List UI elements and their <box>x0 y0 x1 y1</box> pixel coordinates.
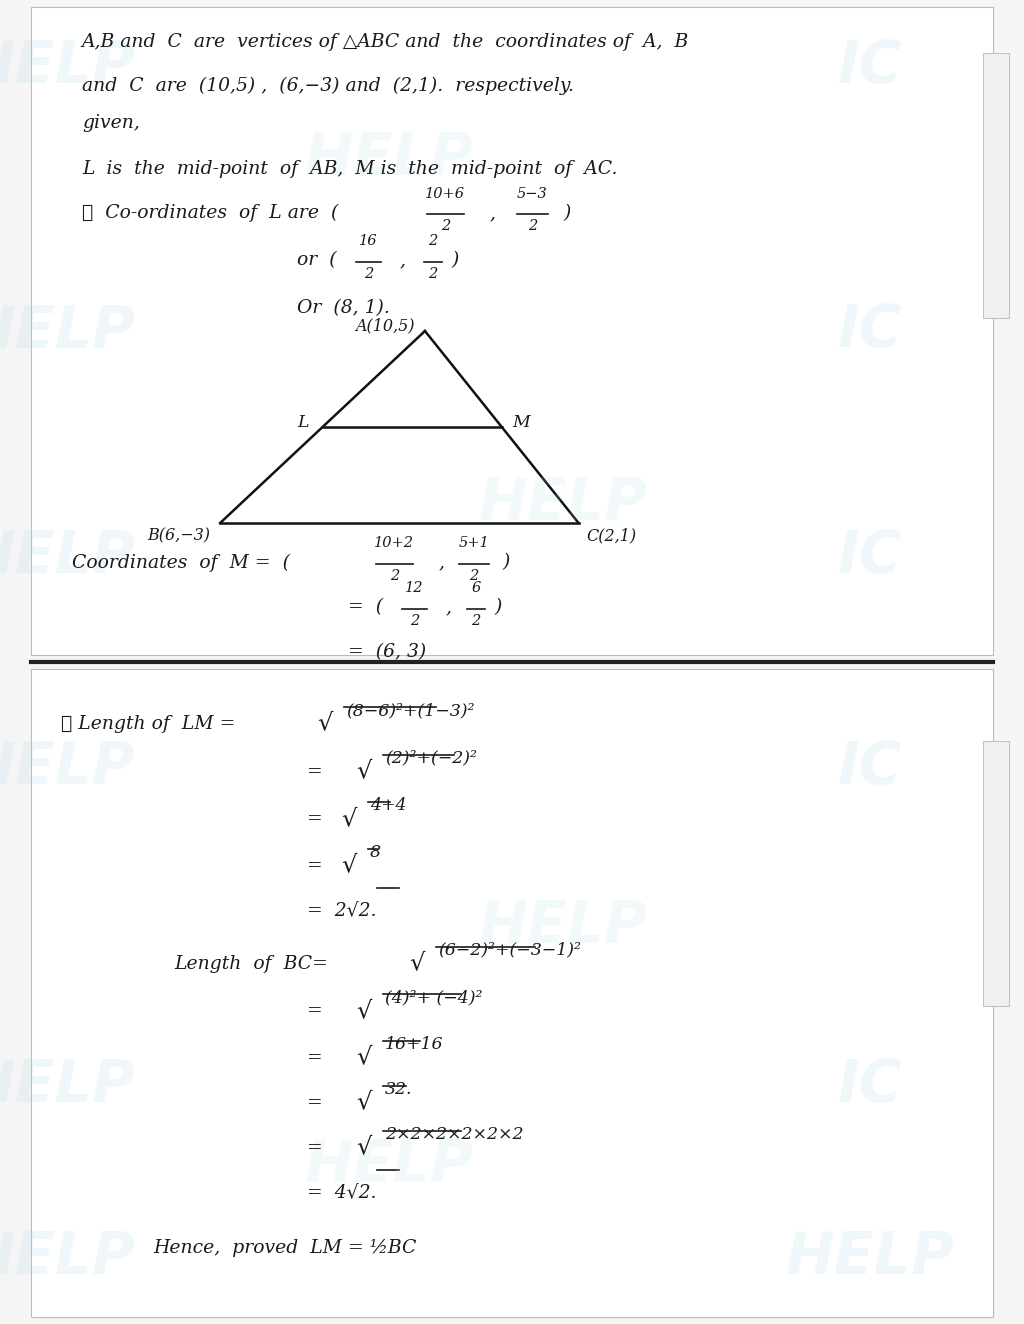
Text: 16: 16 <box>359 234 378 249</box>
Text: IC: IC <box>838 37 903 95</box>
Text: ): ) <box>503 553 510 572</box>
Text: or  (: or ( <box>297 252 337 270</box>
Text: √: √ <box>356 1135 372 1158</box>
Text: HELP: HELP <box>305 130 473 188</box>
Text: 16+16: 16+16 <box>385 1035 443 1053</box>
Text: B(6,−3): B(6,−3) <box>146 527 210 544</box>
Text: HELP: HELP <box>479 898 647 956</box>
Text: C(2,1): C(2,1) <box>587 527 637 544</box>
Text: =  (6, 3): = (6, 3) <box>348 643 426 662</box>
Text: 8: 8 <box>370 843 381 861</box>
Text: 10+6: 10+6 <box>425 187 466 201</box>
FancyBboxPatch shape <box>31 7 993 655</box>
Text: L  is  the  mid-point  of  AB,  M is  the  mid-point  of  AC.: L is the mid-point of AB, M is the mid-p… <box>82 160 617 179</box>
Text: 2×2×2×2×2×2: 2×2×2×2×2×2 <box>385 1125 523 1143</box>
Text: 2: 2 <box>469 569 479 583</box>
Text: Hence,  proved  LM = ½BC: Hence, proved LM = ½BC <box>154 1239 417 1258</box>
Text: IC: IC <box>838 527 903 585</box>
Text: 2: 2 <box>440 220 451 233</box>
Text: =: = <box>307 1002 335 1021</box>
Text: HELP: HELP <box>0 739 135 797</box>
Text: √: √ <box>317 711 333 735</box>
Text: ,: , <box>394 252 418 270</box>
Text: =: = <box>307 1049 335 1067</box>
Text: =: = <box>307 1094 335 1112</box>
Text: 5−3: 5−3 <box>517 187 548 201</box>
Text: L: L <box>297 413 308 430</box>
Text: Coordinates  of  M =  (: Coordinates of M = ( <box>72 553 290 572</box>
Text: =: = <box>307 857 329 875</box>
Text: 5+1: 5+1 <box>459 536 489 551</box>
Text: HELP: HELP <box>305 1136 473 1194</box>
Text: (2)²+(−2)²: (2)²+(−2)² <box>385 749 477 767</box>
Text: Length  of  BC=: Length of BC= <box>174 955 340 973</box>
Text: 2: 2 <box>428 267 438 281</box>
Text: √: √ <box>356 998 372 1022</box>
Text: HELP: HELP <box>786 1229 954 1287</box>
FancyBboxPatch shape <box>983 741 1009 1006</box>
Text: A,B and  C  are  vertices of △ABC and  the  coordinates of  A,  B: A,B and C are vertices of △ABC and the c… <box>82 33 689 52</box>
Text: √: √ <box>356 759 372 782</box>
Text: (4)²+ (−4)²: (4)²+ (−4)² <box>385 989 482 1006</box>
Text: √: √ <box>410 951 425 974</box>
Text: ): ) <box>452 252 459 270</box>
Text: 6: 6 <box>471 581 481 596</box>
Text: Or  (8, 1).: Or (8, 1). <box>297 299 390 318</box>
Text: ,: , <box>433 553 457 572</box>
Text: 2: 2 <box>364 267 374 281</box>
Text: √: √ <box>356 1090 372 1113</box>
Text: HELP: HELP <box>0 1229 135 1287</box>
Text: =: = <box>307 810 329 829</box>
Text: 2: 2 <box>410 614 420 628</box>
FancyBboxPatch shape <box>983 53 1009 318</box>
Text: 2: 2 <box>428 234 438 249</box>
Text: 2: 2 <box>389 569 399 583</box>
Text: IC: IC <box>838 1057 903 1115</box>
Text: IC: IC <box>838 302 903 360</box>
Text: 12: 12 <box>406 581 424 596</box>
Text: 32.: 32. <box>385 1080 413 1098</box>
Text: √: √ <box>356 1045 372 1068</box>
Text: =: = <box>307 1139 335 1157</box>
Text: =  4√2.: = 4√2. <box>307 1184 377 1202</box>
Text: √: √ <box>341 853 356 876</box>
Text: M: M <box>512 413 529 430</box>
Text: HELP: HELP <box>0 37 135 95</box>
Text: IC: IC <box>838 739 903 797</box>
Text: 2: 2 <box>471 614 481 628</box>
Text: ∴  Co-ordinates  of  L are  (: ∴ Co-ordinates of L are ( <box>82 204 338 222</box>
Text: 2: 2 <box>527 220 538 233</box>
Text: 4+4: 4+4 <box>370 797 407 814</box>
Text: ,: , <box>484 204 508 222</box>
Text: ,: , <box>440 598 464 617</box>
Text: 10+2: 10+2 <box>374 536 415 551</box>
Text: HELP: HELP <box>0 302 135 360</box>
Text: ): ) <box>495 598 502 617</box>
Text: given,: given, <box>82 114 140 132</box>
Text: ): ) <box>563 204 570 222</box>
Text: √: √ <box>341 806 356 830</box>
Text: ∴ Length of  LM =: ∴ Length of LM = <box>61 715 242 733</box>
Text: HELP: HELP <box>479 474 647 532</box>
Text: and  C  are  (10,5) ,  (6,−3) and  (2,1).  respectively.: and C are (10,5) , (6,−3) and (2,1). res… <box>82 77 573 95</box>
Text: HELP: HELP <box>0 527 135 585</box>
Text: =: = <box>307 763 335 781</box>
Text: =  (: = ( <box>348 598 383 617</box>
Text: (6−2)²+(−3−1)²: (6−2)²+(−3−1)² <box>438 941 582 959</box>
Text: A(10,5): A(10,5) <box>355 318 415 335</box>
Text: HELP: HELP <box>0 1057 135 1115</box>
Text: =  2√2.: = 2√2. <box>307 902 377 920</box>
Text: (8−6)²+(1−3)²: (8−6)²+(1−3)² <box>346 702 474 719</box>
FancyBboxPatch shape <box>31 669 993 1317</box>
